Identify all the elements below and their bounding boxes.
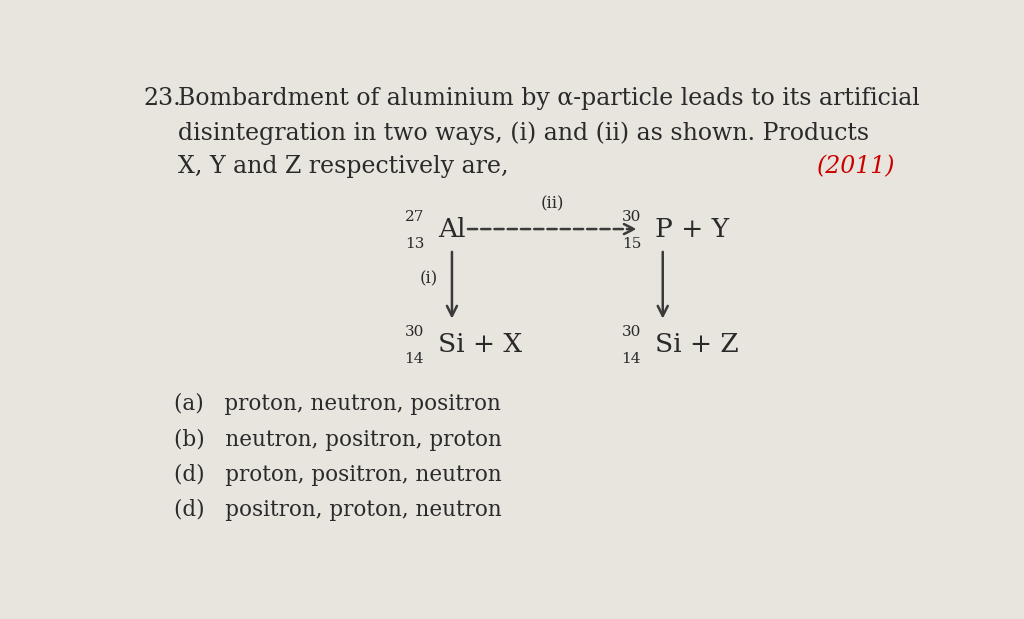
Text: Si + Z: Si + Z [655, 332, 738, 357]
Text: 13: 13 [404, 236, 424, 251]
Text: (d)   positron, proton, neutron: (d) positron, proton, neutron [174, 500, 502, 521]
Text: P + Y: P + Y [655, 217, 729, 241]
Text: 15: 15 [622, 236, 641, 251]
Text: 30: 30 [622, 210, 641, 223]
Text: disintegration in two ways, (i) and (ii) as shown. Products: disintegration in two ways, (i) and (ii)… [178, 121, 869, 145]
Text: (a)   proton, neutron, positron: (a) proton, neutron, positron [174, 393, 502, 415]
Text: (d)   proton, positron, neutron: (d) proton, positron, neutron [174, 464, 502, 486]
Text: Si + X: Si + X [438, 332, 522, 357]
Text: X, Y and Z respectively are,: X, Y and Z respectively are, [178, 155, 509, 178]
Text: (i): (i) [420, 271, 438, 287]
Text: (ii): (ii) [541, 195, 564, 212]
Text: 23.: 23. [143, 87, 181, 110]
Text: Al: Al [438, 217, 466, 241]
Text: 14: 14 [622, 352, 641, 366]
Text: Bombardment of aluminium by α-particle leads to its artificial: Bombardment of aluminium by α-particle l… [178, 87, 921, 110]
Text: 30: 30 [404, 325, 424, 339]
Text: 30: 30 [622, 325, 641, 339]
Text: (b)   neutron, positron, proton: (b) neutron, positron, proton [174, 428, 503, 451]
Text: 27: 27 [404, 210, 424, 223]
Text: (2011): (2011) [817, 155, 895, 178]
Text: 14: 14 [404, 352, 424, 366]
